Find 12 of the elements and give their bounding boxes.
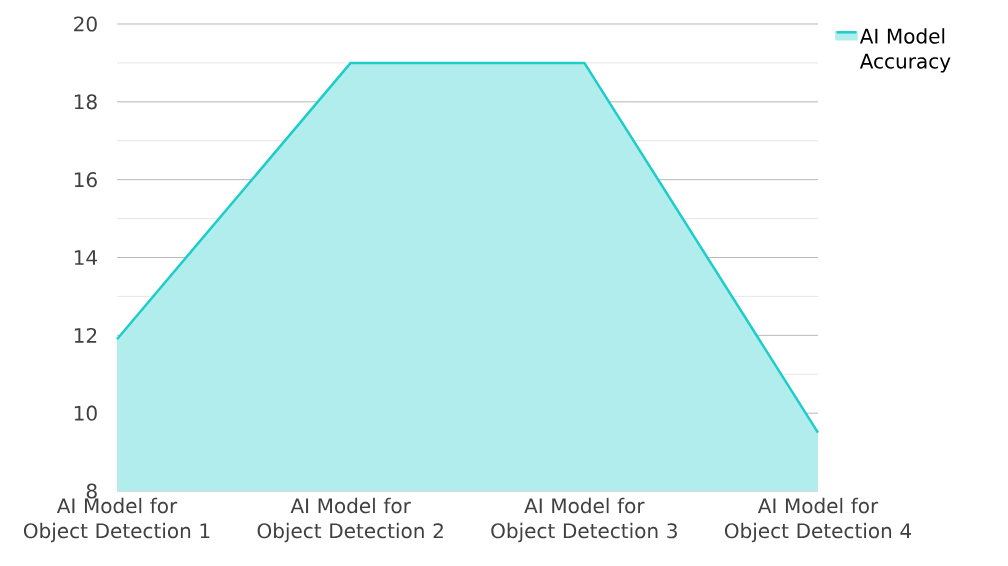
y-tick-label: 14 <box>74 250 98 265</box>
legend-label: AI Model Accuracy <box>859 28 951 73</box>
x-tick-label: AI Model for Object Detection 3 <box>491 497 677 543</box>
y-tick-label: 16 <box>74 172 97 188</box>
y-tick-label: 8 <box>86 483 97 499</box>
y-tick-label: 10 <box>74 405 97 421</box>
x-tick-label: AI Model for Object Detection 4 <box>724 497 912 543</box>
x-tick-label: AI Model for Object Detection 2 <box>257 497 443 543</box>
y-tick-label: 18 <box>74 94 97 110</box>
y-tick-label: 20 <box>74 16 97 32</box>
x-tick-label: AI Model for Object Detection 1 <box>23 497 210 543</box>
y-tick-label: 12 <box>74 327 97 343</box>
